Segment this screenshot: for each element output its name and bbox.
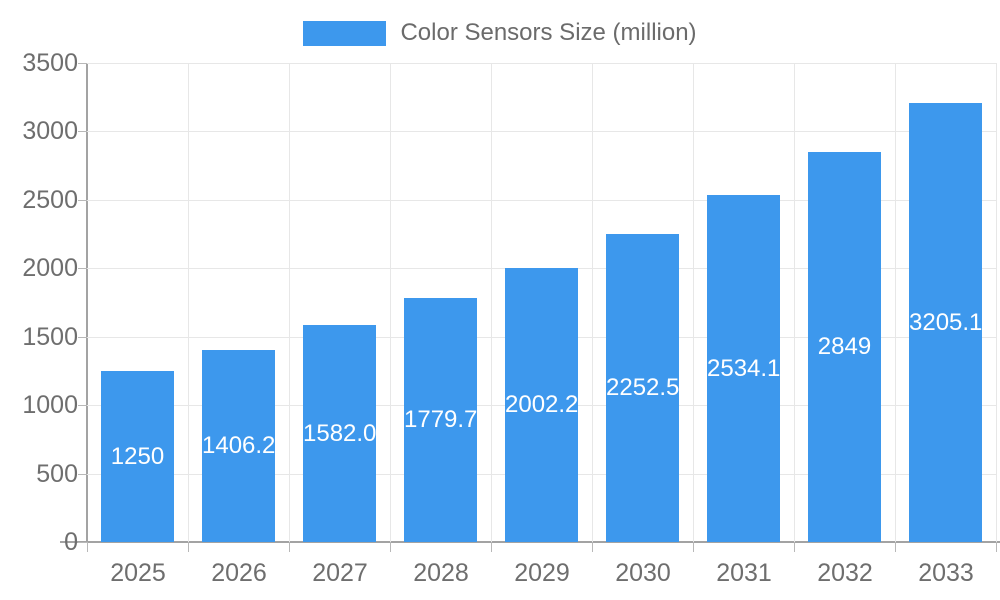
- v-gridline: [188, 63, 189, 542]
- y-tick-label: 2500: [22, 186, 78, 214]
- h-gridline: [87, 200, 996, 201]
- x-axis-tick: [693, 542, 694, 552]
- x-axis-tick: [491, 542, 492, 552]
- legend-label: Color Sensors Size (million): [400, 19, 697, 46]
- y-axis-tick: [78, 542, 87, 543]
- bar-2027[interactable]: 1582.03: [303, 325, 376, 542]
- x-axis-tick: [289, 542, 290, 552]
- bar-value-label: 2002.26: [505, 391, 578, 418]
- y-axis-tick: [78, 337, 87, 338]
- v-gridline: [794, 63, 795, 542]
- bar-2030[interactable]: 2252.54: [606, 234, 679, 542]
- y-axis-tick: [78, 200, 87, 201]
- y-axis-line: [86, 63, 88, 542]
- x-axis-tick: [794, 542, 795, 552]
- bar-2029[interactable]: 2002.26: [505, 268, 578, 542]
- v-gridline: [390, 63, 391, 542]
- x-tick-label: 2026: [211, 559, 267, 587]
- x-tick-label: 2031: [716, 559, 772, 587]
- v-gridline: [289, 63, 290, 542]
- bar-2028[interactable]: 1779.78: [404, 298, 477, 542]
- v-gridline: [592, 63, 593, 542]
- h-gridline: [87, 63, 996, 64]
- y-tick-label: 1000: [22, 391, 78, 419]
- y-tick-label: 1500: [22, 323, 78, 351]
- x-axis-tick: [188, 542, 189, 552]
- bar-2033[interactable]: 3205.13: [909, 103, 982, 542]
- y-tick-label: 0: [64, 528, 78, 556]
- bar-value-label: 1250: [110, 443, 165, 470]
- bar-2031[interactable]: 2534.11: [707, 195, 780, 542]
- y-axis-tick: [78, 131, 87, 132]
- plot-area: 1250 1406.25 1582.03 1779.78 2002.26 2252.54 2…: [87, 63, 997, 542]
- x-tick-label: 2030: [615, 559, 671, 587]
- x-tick-label: 2032: [817, 559, 873, 587]
- bar-value-label: 2534.11: [707, 355, 780, 382]
- x-tick-label: 2025: [110, 559, 166, 587]
- v-gridline: [895, 63, 896, 542]
- y-axis-tick: [78, 474, 87, 475]
- bar-value-label: 3205.13: [909, 309, 982, 336]
- y-tick-label: 2000: [22, 254, 78, 282]
- bar-value-label: 1406.25: [202, 432, 275, 459]
- bar-2032[interactable]: 2849: [808, 152, 881, 542]
- y-tick-label: 3500: [22, 49, 78, 77]
- x-tick-label: 2029: [514, 559, 570, 587]
- x-tick-label: 2027: [312, 559, 368, 587]
- y-axis-tick: [78, 405, 87, 406]
- bar-2025[interactable]: 1250: [101, 371, 174, 542]
- bar-2026[interactable]: 1406.25: [202, 350, 275, 542]
- y-tick-label: 500: [36, 460, 78, 488]
- x-tick-label: 2033: [918, 559, 974, 587]
- h-gridline: [87, 131, 996, 132]
- x-axis-line: [60, 541, 1000, 543]
- v-gridline: [996, 63, 997, 542]
- x-axis-tick: [390, 542, 391, 552]
- v-gridline: [491, 63, 492, 542]
- bar-value-label: 1779.78: [404, 406, 477, 433]
- legend-swatch: [303, 20, 387, 46]
- x-axis-tick: [996, 542, 997, 552]
- chart-legend[interactable]: Color Sensors Size (million): [0, 18, 1000, 48]
- x-axis-tick: [895, 542, 896, 552]
- bar-value-label: 2252.54: [606, 374, 679, 401]
- bar-value-label: 1582.03: [303, 420, 376, 447]
- v-gridline: [693, 63, 694, 542]
- bar-value-label: 2849: [817, 333, 872, 360]
- y-tick-label: 3000: [22, 117, 78, 145]
- x-axis-tick: [87, 542, 88, 552]
- x-tick-label: 2028: [413, 559, 469, 587]
- y-axis-tick: [78, 63, 87, 64]
- y-axis-tick: [78, 268, 87, 269]
- x-axis-tick: [592, 542, 593, 552]
